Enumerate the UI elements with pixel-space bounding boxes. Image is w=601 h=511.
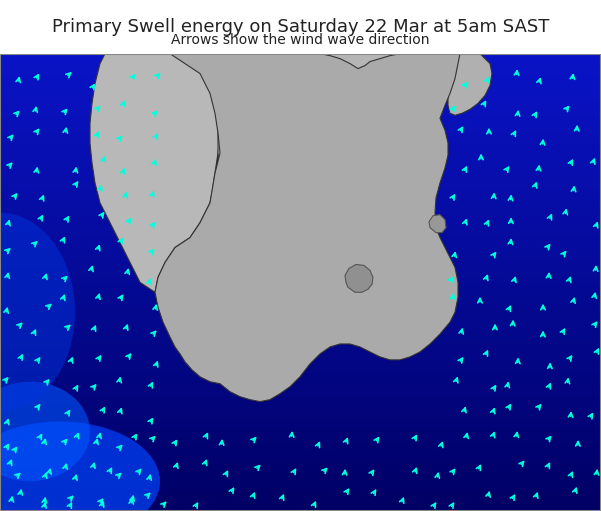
Ellipse shape (0, 213, 75, 411)
Polygon shape (345, 264, 373, 292)
Text: Arrows show the wind wave direction: Arrows show the wind wave direction (171, 33, 430, 47)
Polygon shape (218, 54, 325, 205)
Text: Primary Swell energy on Saturday 22 Mar at 5am SAST: Primary Swell energy on Saturday 22 Mar … (52, 18, 549, 36)
Polygon shape (330, 54, 415, 110)
Polygon shape (429, 215, 446, 233)
Ellipse shape (0, 422, 160, 511)
Polygon shape (420, 54, 492, 115)
Polygon shape (90, 54, 220, 292)
Polygon shape (155, 54, 460, 402)
Ellipse shape (0, 382, 90, 481)
